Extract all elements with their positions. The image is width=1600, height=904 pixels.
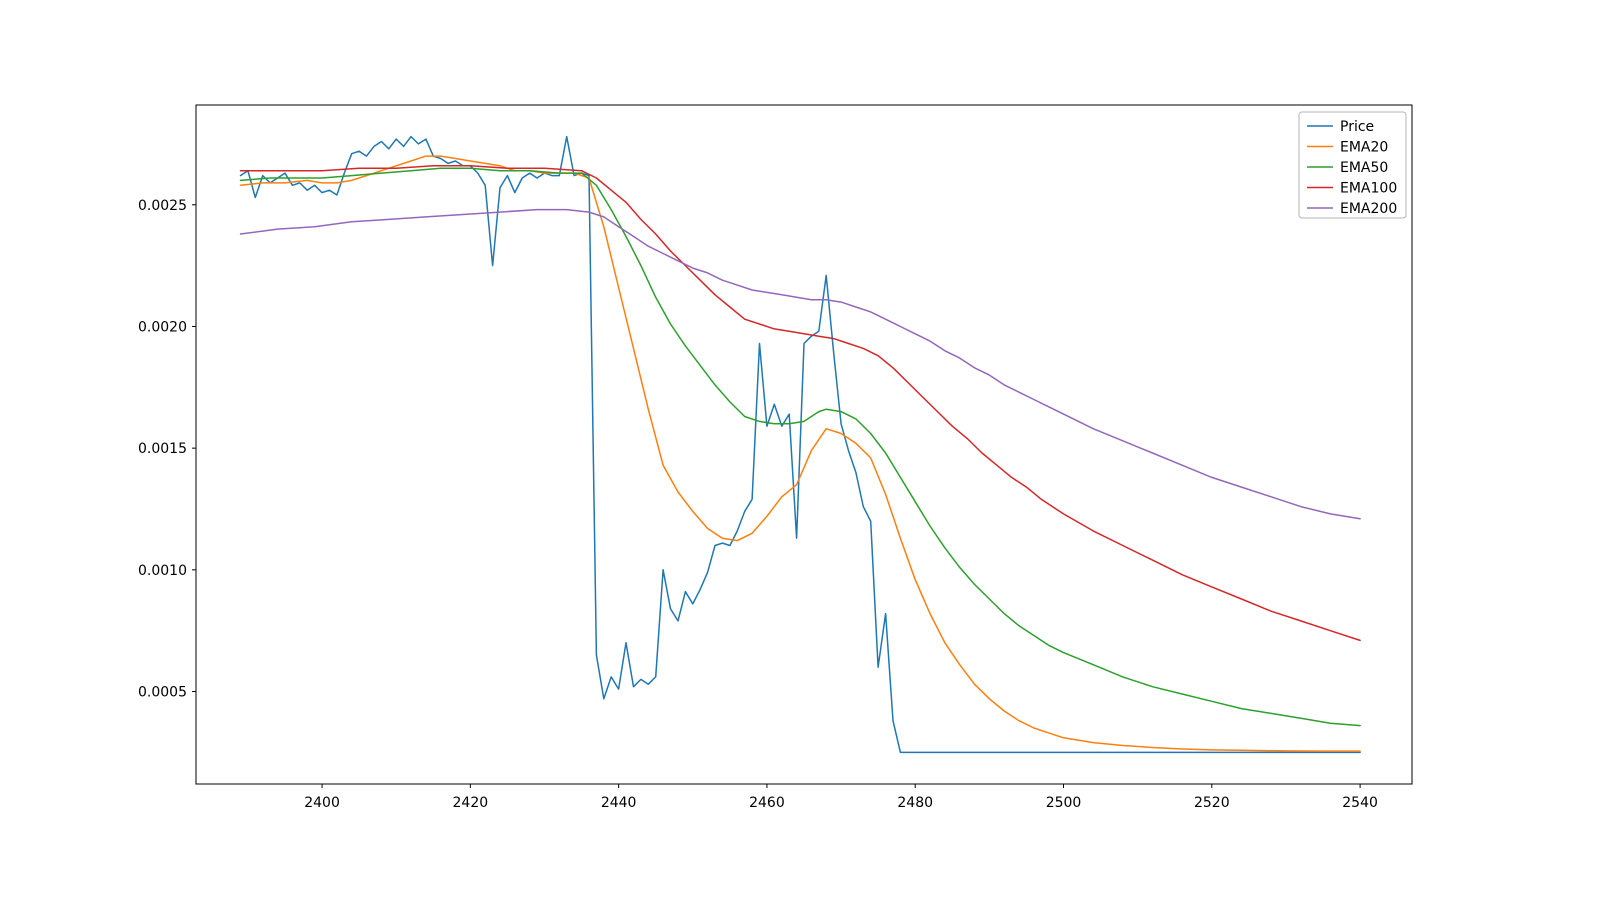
series-line-ema200: [239, 208, 1361, 520]
x-tick-label: 2420: [453, 795, 489, 811]
legend-label: Price: [1340, 119, 1374, 135]
x-tick-label: 2440: [601, 795, 637, 811]
x-tick-label: 2480: [897, 795, 933, 811]
plot-border: [195, 104, 1413, 785]
legend-label: EMA20: [1340, 140, 1388, 156]
y-tick-label: 0.0025: [138, 198, 187, 214]
legend-item-ema50: EMA50: [1307, 160, 1388, 176]
legend-label: EMA50: [1340, 160, 1388, 176]
y-tick-label: 0.0015: [138, 441, 187, 457]
y-tick-label: 0.0020: [138, 319, 187, 335]
legend-label: EMA200: [1340, 201, 1397, 217]
x-tick-label: 2540: [1342, 795, 1378, 811]
series-line-ema20: [239, 155, 1361, 752]
series-line-ema100: [239, 165, 1361, 642]
legend-frame: [1298, 111, 1407, 219]
legend: Price EMA20 EMA50 EMA100 EMA200: [1298, 111, 1407, 219]
legend-item-ema20: EMA20: [1307, 140, 1388, 156]
legend-item-ema100: EMA100: [1307, 181, 1397, 197]
x-tick-label: 2500: [1046, 795, 1082, 811]
legend-item-ema200: EMA200: [1307, 201, 1397, 217]
y-tick-label: 0.0010: [138, 563, 187, 579]
x-tick-label: 2520: [1194, 795, 1230, 811]
x-tick-label: 2460: [749, 795, 785, 811]
y-tick-label: 0.0005: [138, 685, 187, 701]
series-line-ema50: [239, 167, 1361, 727]
x-tick-label: 2400: [304, 795, 340, 811]
legend-item-price: Price: [1307, 119, 1374, 135]
series-line-price: [239, 135, 1361, 754]
legend-label: EMA100: [1340, 181, 1397, 197]
